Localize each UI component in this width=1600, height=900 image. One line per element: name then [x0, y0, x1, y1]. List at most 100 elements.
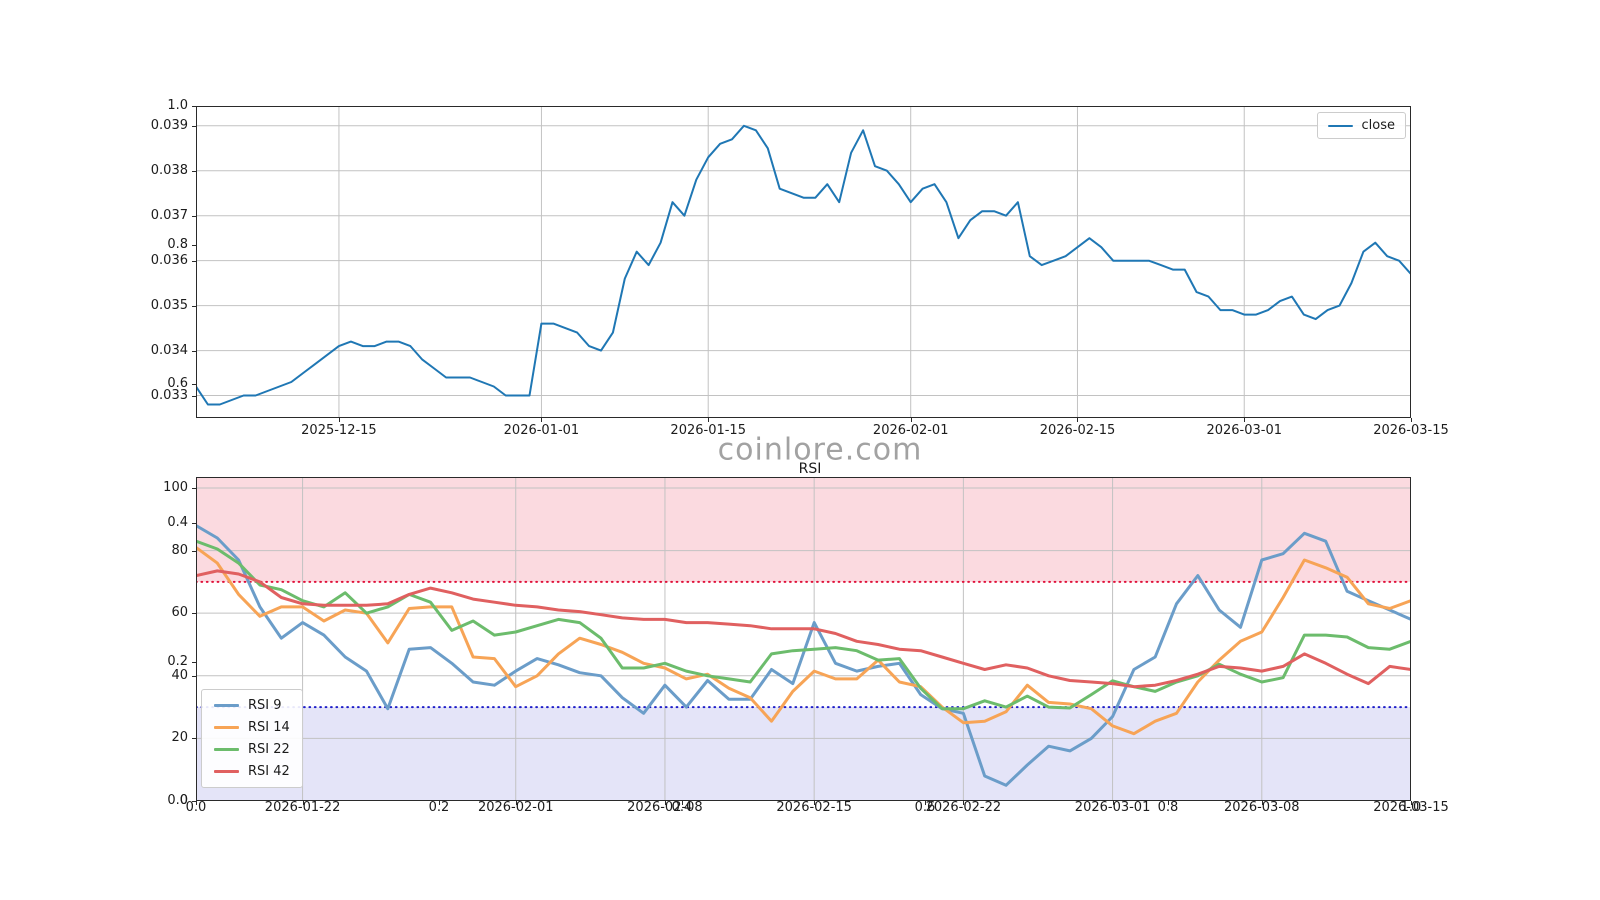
figure-x-tick-label: 1.0: [1400, 800, 1422, 815]
figure-x-tick-mark: [1168, 801, 1169, 805]
figure-x-tick-label: 0.4: [671, 800, 693, 815]
x-tick-mark: [1112, 801, 1114, 805]
figure-y-tick-mark: [192, 384, 196, 385]
band: [196, 477, 1411, 582]
y-tick-mark: [192, 260, 196, 262]
x-tick-label: 2026-03-08: [1224, 800, 1300, 815]
figure-x-tick-mark: [925, 801, 926, 805]
x-tick-label: 2026-02-15: [1039, 423, 1116, 438]
x-tick-mark: [1244, 418, 1246, 422]
x-tick-mark: [963, 801, 965, 805]
y-tick-mark: [192, 215, 196, 217]
rsi9-line-sample: [214, 704, 239, 707]
figure-x-tick-label: 0.0: [185, 800, 207, 815]
rsi-chart-title: RSI: [798, 461, 822, 477]
figure-x-tick-label: 0.6: [914, 800, 936, 815]
x-tick-mark: [1077, 418, 1079, 422]
y-tick-mark: [192, 550, 196, 552]
x-tick-label: 2026-02-15: [776, 800, 852, 815]
y-tick-mark: [192, 613, 196, 615]
y-tick-label: 20: [171, 730, 188, 746]
figure-y-tick-mark: [192, 245, 196, 246]
figure-x-tick-mark: [682, 801, 683, 805]
figure-y-tick-mark: [192, 662, 196, 663]
x-tick-label: 2025-12-15: [301, 423, 377, 438]
legend-label-rsi9: RSI 9: [248, 698, 282, 713]
rsi-chart: [196, 477, 1411, 801]
x-tick-mark: [302, 801, 304, 805]
rsi-legend: RSI 9 RSI 14 RSI 22 RSI 42: [201, 689, 303, 788]
y-tick-label: 0.038: [150, 162, 188, 178]
close-line-sample: [1327, 124, 1353, 127]
y-tick-mark: [192, 487, 196, 489]
x-tick-mark: [515, 801, 517, 805]
figure-y-tick-label: 0.2: [167, 654, 188, 669]
figure-x-tick-mark: [439, 801, 440, 805]
y-tick-label: 0.037: [150, 207, 188, 223]
x-tick-label: 2026-02-01: [477, 800, 554, 815]
price-chart: [196, 106, 1411, 418]
figure-y-tick-label: 0.4: [167, 515, 188, 530]
x-tick-mark: [814, 801, 816, 805]
y-tick-label: 80: [171, 542, 188, 558]
y-tick-label: 0.039: [150, 117, 188, 133]
y-tick-label: 0.036: [150, 252, 188, 268]
x-tick-label: 2026-03-15: [1373, 423, 1449, 438]
y-tick-label: 0.033: [150, 387, 188, 403]
rsi22-line-sample: [214, 748, 239, 751]
y-tick-label: 0.034: [150, 342, 188, 358]
watermark: coinlore.com: [717, 432, 923, 468]
figure-x-tick-label: 0.8: [1157, 800, 1179, 815]
y-tick-mark: [192, 395, 196, 397]
y-tick-mark: [192, 305, 196, 307]
figure-y-tick-label: 0.0: [167, 793, 188, 808]
x-tick-label: 2026-02-08: [627, 800, 703, 815]
x-tick-mark: [541, 418, 543, 422]
x-tick-label: 2026-03-15: [1373, 800, 1449, 815]
figure-y-tick-label: 0.8: [167, 237, 188, 252]
x-tick-mark: [910, 418, 912, 422]
x-tick-mark: [1261, 801, 1263, 805]
y-tick-label: 60: [171, 605, 188, 621]
figure-y-tick-mark: [192, 523, 196, 524]
legend-row-close: close: [1327, 118, 1395, 133]
series-close: [196, 124, 1411, 406]
y-tick-mark: [192, 125, 196, 127]
figure-y-tick-label: 0.6: [167, 376, 188, 391]
figure-y-tick-mark: [192, 106, 196, 107]
figure-x-tick-label: 0.2: [428, 800, 450, 815]
figure-y-tick-mark: [192, 801, 196, 802]
legend-label-rsi22: RSI 22: [248, 742, 290, 757]
y-tick-mark: [192, 675, 196, 677]
series-rsi-42: [196, 569, 1411, 689]
y-tick-label: 0: [179, 793, 188, 808]
y-tick-mark: [192, 170, 196, 172]
x-tick-label: 2026-01-01: [503, 423, 580, 438]
price-legend: close: [1316, 112, 1406, 139]
x-tick-label: 2026-02-22: [925, 800, 1002, 815]
axes-spines: [196, 106, 1411, 418]
x-tick-label: 2026-03-01: [1206, 423, 1283, 438]
legend-row-rsi22: RSI 22: [214, 742, 290, 757]
legend-row-rsi9: RSI 9: [214, 698, 290, 713]
y-tick-mark: [192, 350, 196, 352]
x-tick-mark: [664, 801, 666, 805]
legend-label-close: close: [1361, 118, 1395, 133]
series-rsi-9: [196, 524, 1411, 787]
x-tick-label: 2026-02-01: [872, 423, 949, 438]
y-tick-label: 0.035: [150, 297, 188, 313]
rsi14-line-sample: [214, 726, 239, 729]
y-tick-label: 100: [163, 479, 188, 495]
x-tick-mark: [1411, 418, 1412, 422]
legend-row-rsi14: RSI 14: [214, 720, 290, 735]
legend-row-rsi42: RSI 42: [214, 764, 290, 779]
legend-label-rsi42: RSI 42: [248, 764, 290, 779]
y-tick-label: 40: [171, 667, 188, 683]
x-tick-label: 2026-01-22: [264, 800, 341, 815]
x-tick-mark: [338, 418, 340, 422]
rsi42-line-sample: [214, 770, 239, 773]
band: [196, 707, 1411, 801]
axes-spines: [196, 477, 1411, 801]
figure-x-tick-mark: [196, 801, 197, 805]
